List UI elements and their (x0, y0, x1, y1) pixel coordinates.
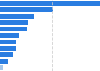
Bar (0, 7, 53, 12)
Bar (0, 14, 34, 19)
Bar (0, 20, 28, 25)
Bar (0, 1, 100, 6)
Bar (0, 33, 19, 38)
Bar (0, 46, 16, 51)
Bar (0, 27, 27, 31)
Bar (0, 40, 16, 44)
Bar (0, 65, 3, 70)
Bar (0, 59, 8, 64)
Bar (0, 52, 13, 57)
